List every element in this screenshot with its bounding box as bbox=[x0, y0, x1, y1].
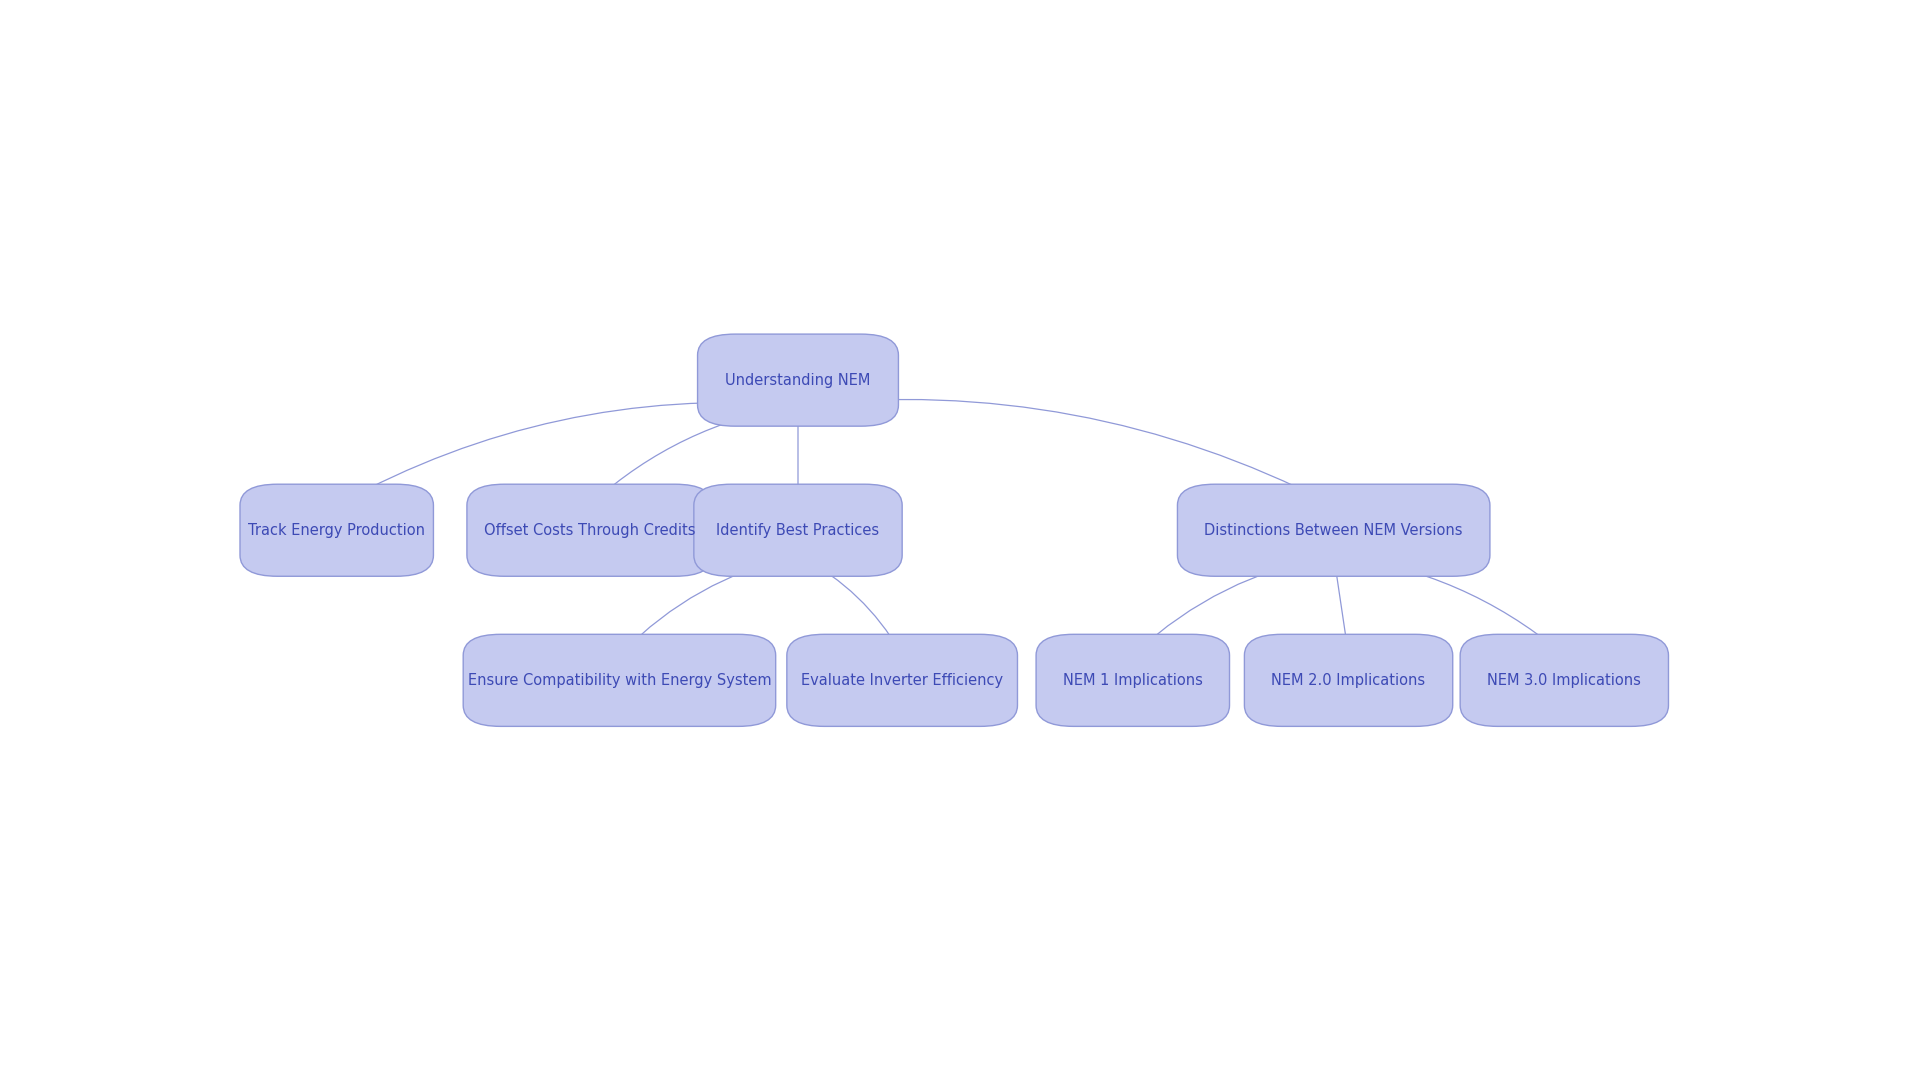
FancyBboxPatch shape bbox=[467, 484, 712, 576]
Text: NEM 3.0 Implications: NEM 3.0 Implications bbox=[1488, 673, 1642, 688]
FancyBboxPatch shape bbox=[1461, 635, 1668, 727]
Text: Ensure Compatibility with Energy System: Ensure Compatibility with Energy System bbox=[468, 673, 772, 688]
FancyBboxPatch shape bbox=[463, 635, 776, 727]
Text: Distinctions Between NEM Versions: Distinctions Between NEM Versions bbox=[1204, 523, 1463, 538]
FancyBboxPatch shape bbox=[787, 635, 1018, 727]
FancyBboxPatch shape bbox=[697, 334, 899, 427]
Text: Evaluate Inverter Efficiency: Evaluate Inverter Efficiency bbox=[801, 673, 1004, 688]
FancyBboxPatch shape bbox=[1244, 635, 1453, 727]
FancyBboxPatch shape bbox=[693, 484, 902, 576]
FancyBboxPatch shape bbox=[1037, 635, 1229, 727]
Text: NEM 1 Implications: NEM 1 Implications bbox=[1064, 673, 1202, 688]
FancyBboxPatch shape bbox=[240, 484, 434, 576]
Text: Track Energy Production: Track Energy Production bbox=[248, 523, 424, 538]
Text: Understanding NEM: Understanding NEM bbox=[726, 373, 870, 388]
FancyBboxPatch shape bbox=[1177, 484, 1490, 576]
Text: Offset Costs Through Credits: Offset Costs Through Credits bbox=[484, 523, 695, 538]
Text: Identify Best Practices: Identify Best Practices bbox=[716, 523, 879, 538]
Text: NEM 2.0 Implications: NEM 2.0 Implications bbox=[1271, 673, 1427, 688]
